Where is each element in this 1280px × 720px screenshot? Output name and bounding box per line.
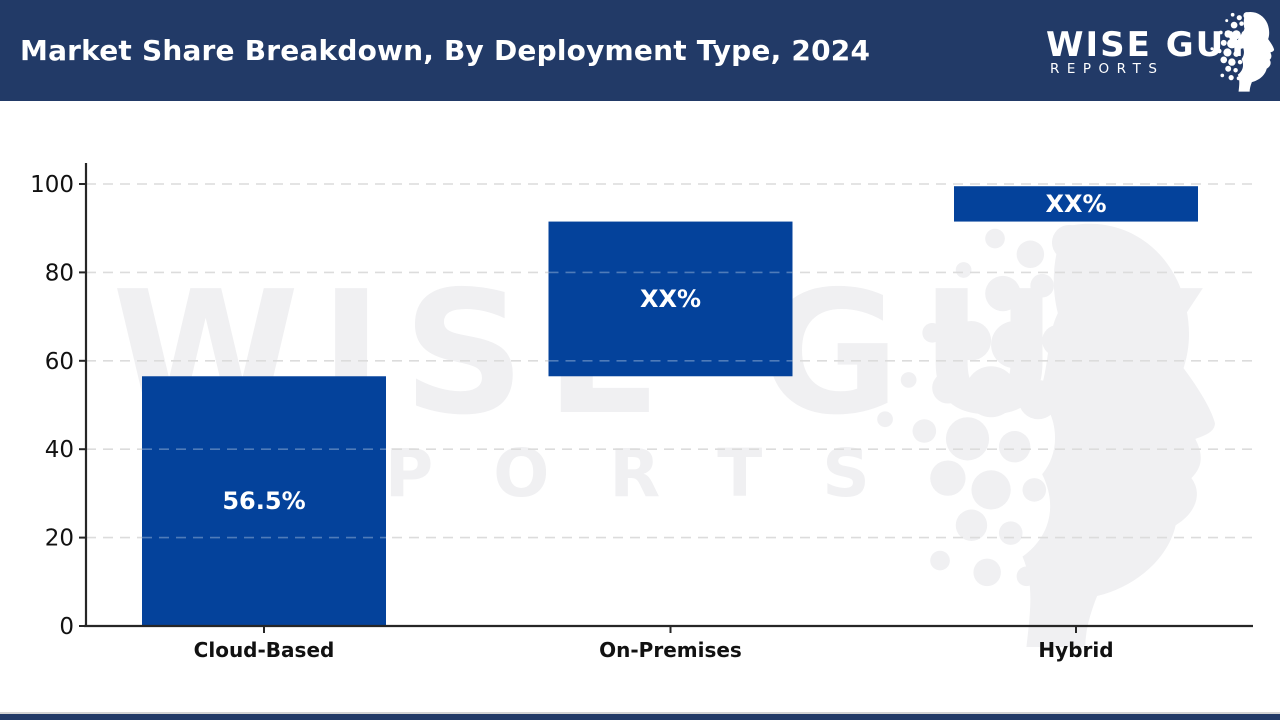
y-tick-label: 80 — [45, 260, 74, 286]
y-tick-label: 100 — [30, 172, 74, 198]
x-tick-label: Hybrid — [1038, 638, 1113, 662]
bottom-hairline — [0, 712, 1280, 714]
x-tick-label: Cloud-Based — [194, 638, 335, 662]
x-tick-label: On-Premises — [599, 638, 742, 662]
wise-guy-logo: WISE GUY REPORTS — [1040, 0, 1280, 101]
bar-value-label: XX% — [1045, 190, 1106, 218]
logo-text-line1: WISE GUY — [1046, 25, 1252, 65]
bar — [954, 186, 1198, 222]
y-tick-label: 40 — [45, 437, 74, 463]
header-bar: Market Share Breakdown, By Deployment Ty… — [0, 0, 1280, 101]
bar-value-label: 56.5% — [222, 487, 305, 515]
logo-head-icon — [1206, 5, 1280, 97]
y-tick-label: 20 — [45, 526, 74, 552]
y-tick-label: 0 — [59, 614, 74, 640]
bar — [548, 221, 793, 377]
bar — [142, 376, 386, 626]
page-title: Market Share Breakdown, By Deployment Ty… — [20, 34, 871, 67]
y-tick-label: 60 — [45, 349, 74, 375]
bar-value-label: XX% — [640, 285, 701, 313]
footer-bar — [0, 714, 1280, 720]
logo-text-line2: REPORTS — [1050, 61, 1165, 77]
